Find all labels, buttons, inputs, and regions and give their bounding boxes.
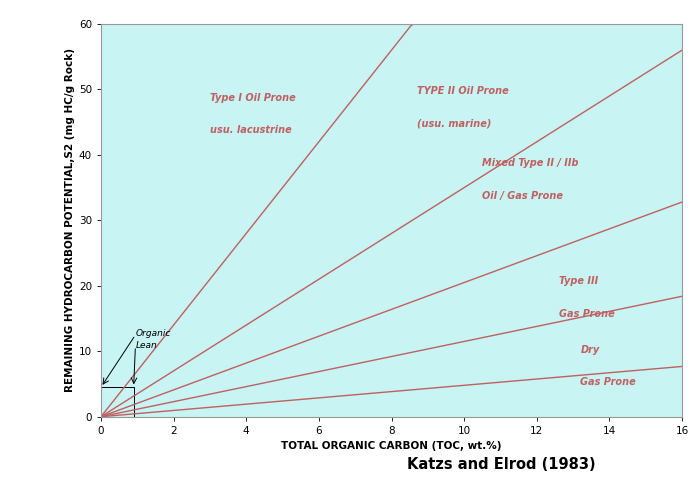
Text: Gas Prone: Gas Prone xyxy=(559,309,615,319)
Text: Oil / Gas Prone: Oil / Gas Prone xyxy=(482,191,563,201)
X-axis label: TOTAL ORGANIC CARBON (TOC, wt.%): TOTAL ORGANIC CARBON (TOC, wt.%) xyxy=(281,441,502,451)
Text: Type III: Type III xyxy=(559,276,598,286)
Bar xyxy=(101,387,134,417)
Text: TYPE II Oil Prone: TYPE II Oil Prone xyxy=(417,86,509,96)
Text: usu. lacustrine: usu. lacustrine xyxy=(210,125,292,136)
Text: Mixed Type II / IIb: Mixed Type II / IIb xyxy=(482,158,579,168)
Text: Katzs and Elrod (1983): Katzs and Elrod (1983) xyxy=(406,457,596,472)
Text: Dry: Dry xyxy=(580,344,600,354)
Text: Organic: Organic xyxy=(136,329,171,338)
Text: Lean: Lean xyxy=(136,341,157,350)
Text: (usu. marine): (usu. marine) xyxy=(417,119,491,129)
Y-axis label: REMAINING HYDROCARBON POTENTIAL,S2 (mg HC/g Rock): REMAINING HYDROCARBON POTENTIAL,S2 (mg H… xyxy=(65,48,74,392)
Text: Gas Prone: Gas Prone xyxy=(580,377,636,388)
Text: Type I Oil Prone: Type I Oil Prone xyxy=(210,92,296,103)
